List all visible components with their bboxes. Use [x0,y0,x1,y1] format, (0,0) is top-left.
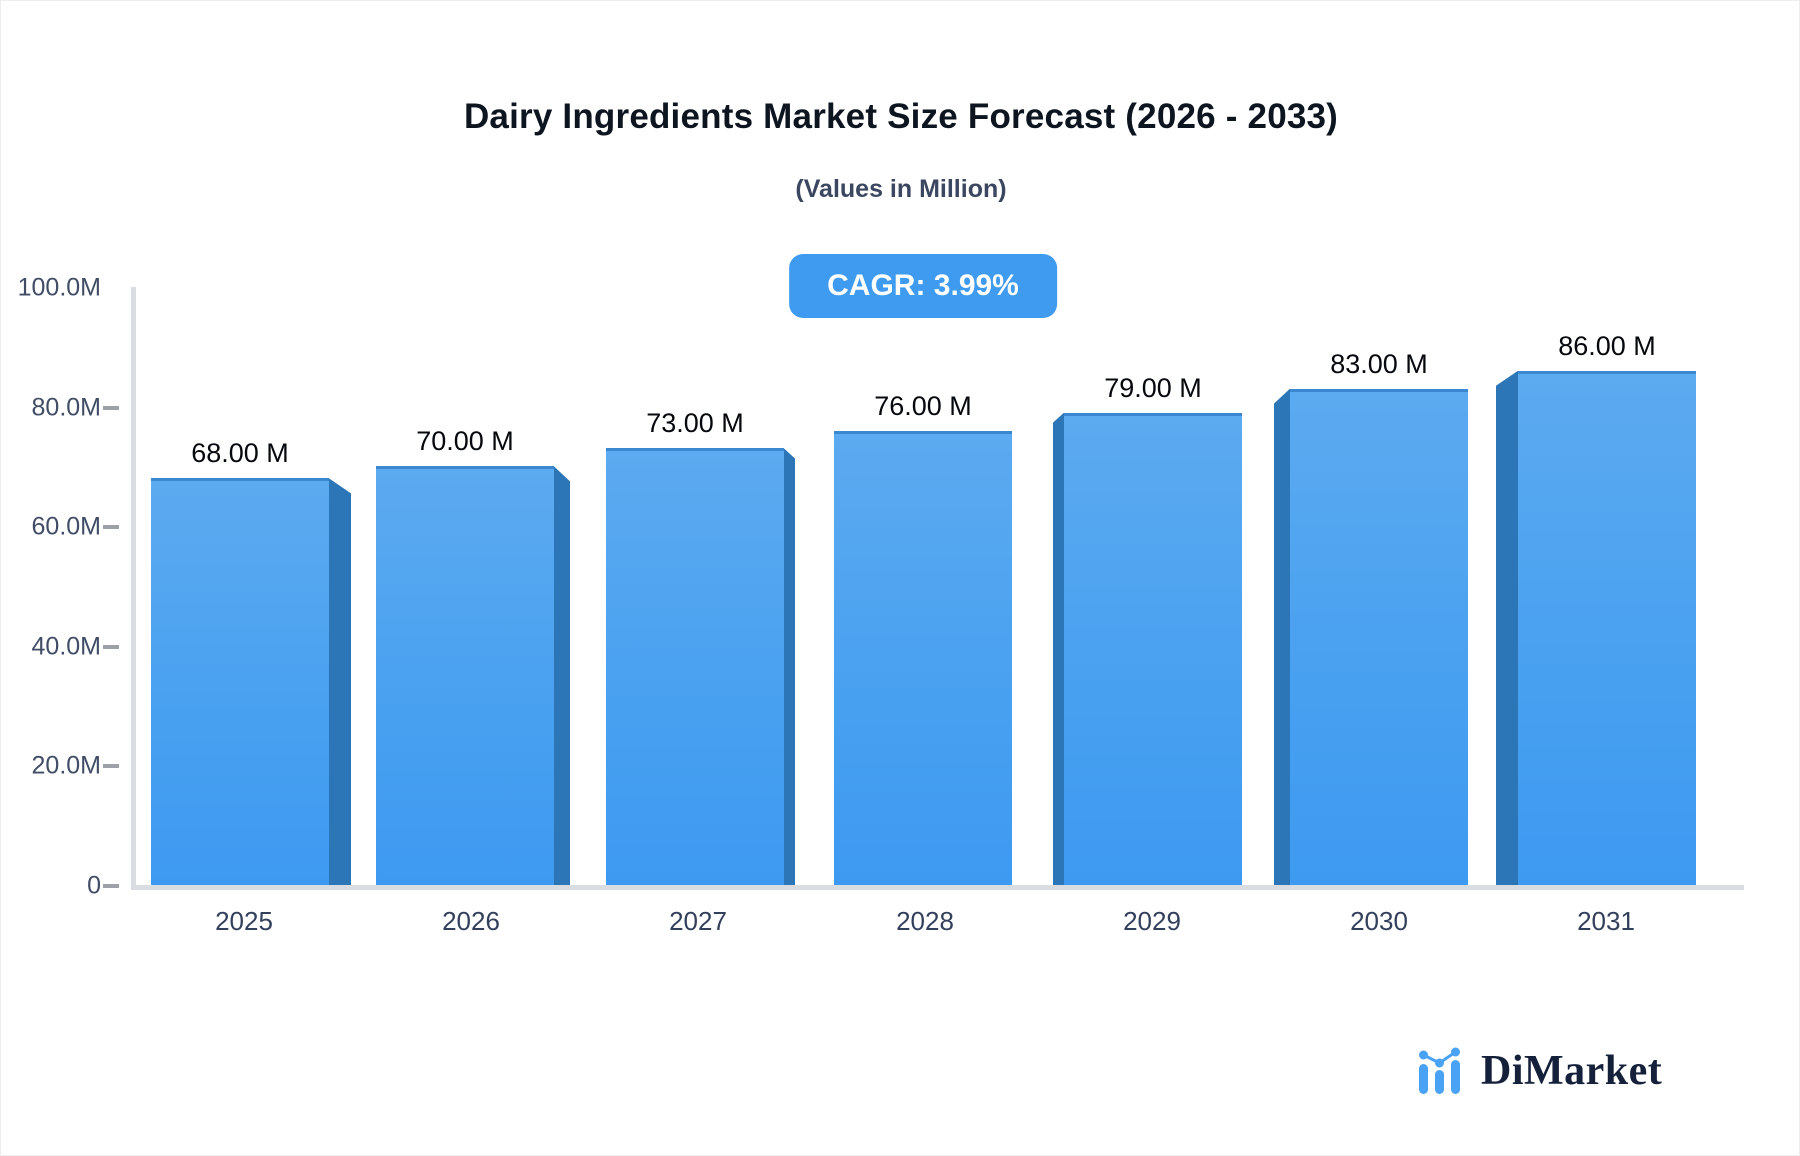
chart-title: Dairy Ingredients Market Size Forecast (… [463,97,1339,136]
x-axis-label-2025: 2025 [215,906,273,936]
y-axis-line [131,287,136,890]
x-axis-label-2029: 2029 [1123,906,1181,936]
bar-2027 [606,448,784,885]
y-axis-tick [103,405,119,410]
mini-bar-chart-icon [1419,1047,1460,1094]
y-axis-tick [103,644,119,649]
y-axis-label: 60.0M [31,512,101,541]
x-axis-label-2027: 2027 [669,906,727,936]
x-axis-label-2026: 2026 [442,906,500,936]
bar-value-label: 83.00 M [1330,348,1428,379]
cagr-badge-label: CAGR: 3.99% [827,269,1019,302]
bar-2028 [834,430,1012,885]
chart-subtitle: (Values in Million) [795,175,1007,203]
bar-3d-side [1496,370,1518,885]
bar-2030 [1290,388,1468,885]
bar-2026 [376,466,554,885]
bar-value-label: 73.00 M [646,408,744,439]
y-axis-tick [103,884,119,888]
y-axis-tick [103,764,119,769]
bar-3d-side [329,478,351,885]
bar-value-label: 76.00 M [874,390,972,421]
brand-name: DiMarket [1481,1048,1663,1094]
y-axis-label: 100.0M [17,273,101,302]
x-axis-label-2031: 2031 [1577,906,1635,936]
bar-value-label: 86.00 M [1558,330,1656,361]
x-axis-line [131,885,1744,890]
y-axis-label: 40.0M [31,632,101,661]
cagr-badge: CAGR: 3.99% [789,254,1057,318]
bar-2029 [1064,412,1242,885]
x-axis-label-2030: 2030 [1350,906,1408,936]
y-axis-label: 0 [87,871,101,900]
bar-value-label: 79.00 M [1104,372,1202,403]
bar-2031 [1518,370,1696,885]
brand-logo: DiMarket [1413,1043,1662,1099]
y-axis-label: 80.0M [31,393,101,422]
bar-value-label: 70.00 M [416,426,514,457]
y-axis-tick [103,525,119,530]
bar-3d-side [554,466,570,885]
x-axis-label-2028: 2028 [896,906,954,936]
bar-value-label: 68.00 M [191,438,289,469]
bar-3d-side [1053,412,1064,885]
bar-3d-side [784,448,795,885]
bar-3d-side [1274,388,1290,885]
y-axis-label: 20.0M [31,751,101,780]
bar-2025 [151,478,329,885]
